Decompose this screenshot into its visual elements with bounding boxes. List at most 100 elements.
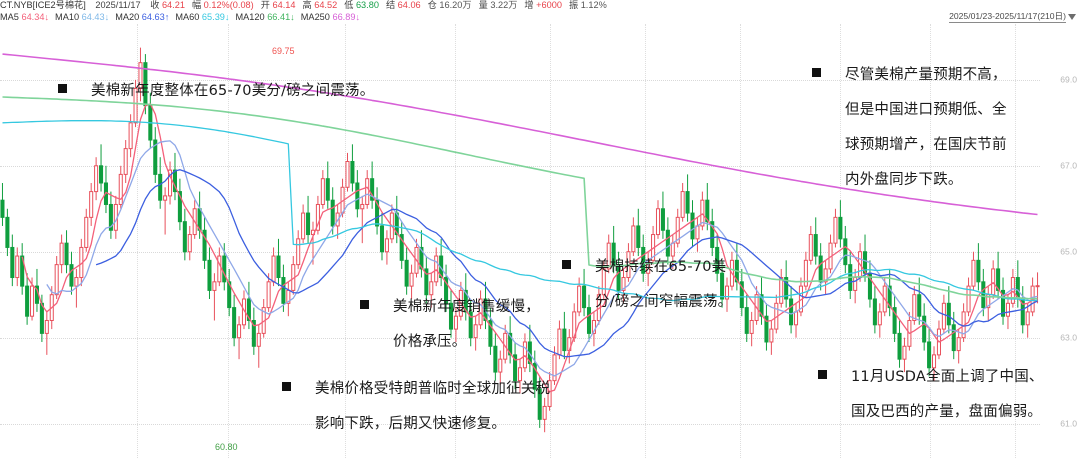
quote-field-label: 收: [150, 0, 160, 10]
gridline-vertical: [930, 24, 931, 458]
ma-name: MA120: [235, 12, 268, 22]
y-axis-tick: 63.0: [1060, 332, 1077, 343]
quote-field-仓: 仓 16.20万: [428, 0, 472, 10]
ma-field-MA120: MA120 66.41↓: [236, 12, 295, 22]
ma-name: MA5: [0, 12, 22, 22]
annotation-text: 影响下跌，后期又快速修复。: [315, 416, 507, 432]
gridline-vertical: [137, 24, 138, 458]
quote-field-value: 64.06: [395, 0, 421, 10]
y-axis-tick: 65.0: [1060, 246, 1077, 257]
gridline-vertical: [345, 24, 346, 458]
candlestick-series: [0, 47, 1040, 433]
ma-value: 66.89↓: [332, 12, 361, 22]
ma-line-MA250: [2, 53, 1038, 216]
quote-field-增: 增 +6000: [524, 0, 562, 10]
quote-field-value: 64.14: [269, 0, 296, 10]
bullet-icon: [562, 260, 571, 269]
ma-field-MA10: MA10 64.43↓: [55, 12, 109, 22]
bullet-icon: [818, 370, 827, 379]
annotation-text: 价格承压。: [393, 334, 467, 350]
quote-fields: 收 64.21 幅 0.12%(0.08) 开 64.14 高 64.52 低 63.8…: [150, 0, 614, 10]
quote-field-振: 振 1.12%: [569, 0, 607, 10]
ma-header: MA5 64.34↓ MA10 64.43↓ MA20 64.63↑ MA60 65.…: [0, 12, 1080, 23]
gridline-horizontal: [0, 423, 1040, 425]
gridline-vertical: [228, 24, 229, 458]
quote-field-label: 增: [524, 0, 534, 10]
date-range-selector[interactable]: 2025/01/23-2025/11/17(210日): [949, 10, 1076, 23]
quote-field-label: 仓: [427, 0, 437, 10]
quote-field-value: 3.22万: [487, 0, 518, 10]
gridline-horizontal: [0, 251, 1040, 253]
annotation-line: 美棉持续在65-70美: [562, 250, 732, 285]
annotation-text: 内外盘同步下跌。: [845, 172, 963, 188]
quote-field-value: +6000: [533, 0, 562, 10]
ma-line-MA20: [95, 169, 1038, 358]
quote-field-量: 量 3.22万: [479, 0, 518, 10]
anno-supply-forecast: 尽管美棉产量预期不高， 但是中国进口预期低、全球预期增产，在国庆节前 内外盘同步下跌…: [812, 58, 1007, 198]
annotation-line: 内外盘同步下跌。: [812, 163, 1007, 198]
quote-field-value: 64.21: [159, 0, 185, 10]
ma-name: MA10: [55, 12, 82, 22]
chart-plot-area[interactable]: 69.75 60.80 美棉新年度整体在65-70美分/磅之间震荡。 尽管美棉产量预…: [0, 24, 1040, 458]
annotation-text: 美棉持续在65-70美: [595, 259, 727, 275]
ma-field-MA20: MA20 64.63↑: [115, 12, 169, 22]
ma-field-MA5: MA5 64.34↓: [0, 12, 49, 22]
ma-name: MA20: [115, 12, 142, 22]
anno-slow-sales: 美棉新年度销售缓慢， 价格承压。: [360, 290, 540, 360]
symbol-label: CT.NYB[ICE2号棉花]: [0, 0, 86, 10]
gridline-vertical: [645, 24, 646, 458]
y-axis[interactable]: 69.0 67.0 65.0 63.0 61.0: [1040, 24, 1080, 458]
annotation-text: 分/磅之间窄幅震荡。: [595, 294, 733, 310]
ma-line-MA60: [2, 119, 1038, 302]
quote-field-label: 高: [302, 0, 312, 10]
annotation-line: 美棉价格受特朗普临时全球加征关税: [282, 372, 550, 407]
ma-value: 64.63↑: [141, 12, 170, 22]
ma-line-MA120: [2, 96, 1038, 300]
annotation-text: 球预期增产，在国庆节前: [845, 137, 1007, 153]
anno-range-oscillation: 美棉新年度整体在65-70美分/磅之间震荡。: [58, 74, 374, 109]
anno-usda: 11月USDA全面上调了中国、美国及巴西的产量，盘面偏弱。: [818, 360, 1040, 430]
annotation-line: 美棉新年度销售缓慢，: [360, 290, 540, 325]
ma-name: MA250: [300, 12, 333, 22]
quote-field-label: 结: [385, 0, 396, 10]
price-high-label: 69.75: [272, 46, 295, 56]
ma-line-MA10: [46, 140, 1038, 377]
annotation-text: 美棉价格受特朗普临时全球加征关税: [315, 381, 551, 397]
anno-tariff: 美棉价格受特朗普临时全球加征关税 影响下跌，后期又快速修复。: [282, 372, 550, 442]
bullet-icon: [812, 68, 821, 77]
annotation-line: 11月USDA全面上调了中国、美: [818, 360, 1040, 395]
annotation-line: 影响下跌，后期又快速修复。: [282, 407, 550, 442]
anno-narrow-range: 美棉持续在65-70美 分/磅之间窄幅震荡。: [562, 250, 732, 320]
annotation-line: 尽管美棉产量预期不高，: [812, 58, 1007, 93]
annotation-text: 国及巴西的产量，盘面偏弱。: [851, 404, 1040, 420]
gridline-horizontal: [0, 337, 1040, 339]
quote-field-幅: 幅 0.12%(0.08): [192, 0, 254, 10]
quote-field-value: 63.80: [353, 0, 379, 10]
ma-field-MA60: MA60 65.39↓: [175, 12, 229, 22]
gridline-vertical: [455, 24, 456, 458]
quote-field-label: 量: [478, 0, 488, 10]
gridline-vertical: [550, 24, 551, 458]
y-axis-tick: 67.0: [1060, 160, 1077, 171]
quote-field-value: 64.52: [311, 0, 338, 10]
y-axis-tick: 61.0: [1060, 418, 1077, 429]
ma-line-MA5: [21, 103, 1038, 393]
gridline-vertical: [740, 24, 741, 458]
chevron-down-icon[interactable]: [1068, 13, 1076, 20]
gridline-vertical: [1015, 24, 1016, 458]
quote-date: 2025/11/17: [95, 0, 141, 10]
ma-value: 66.41↓: [267, 12, 295, 22]
price-low-label: 60.80: [215, 442, 238, 452]
quote-field-收: 收 64.21: [150, 0, 185, 10]
quote-field-label: 幅: [191, 0, 202, 10]
ma-name: MA60: [175, 12, 202, 22]
annotation-line: 美棉新年度整体在65-70美分/磅之间震荡。: [58, 74, 374, 109]
quote-field-结: 结 64.06: [386, 0, 421, 10]
bullet-icon: [360, 300, 369, 309]
annotation-line: 价格承压。: [360, 325, 540, 360]
quote-field-开: 开 64.14: [261, 0, 296, 10]
quote-field-低: 低 63.80: [344, 0, 379, 10]
annotation-text: 尽管美棉产量预期不高，: [845, 67, 1007, 83]
annotation-line: 但是中国进口预期低、全: [812, 93, 1007, 128]
